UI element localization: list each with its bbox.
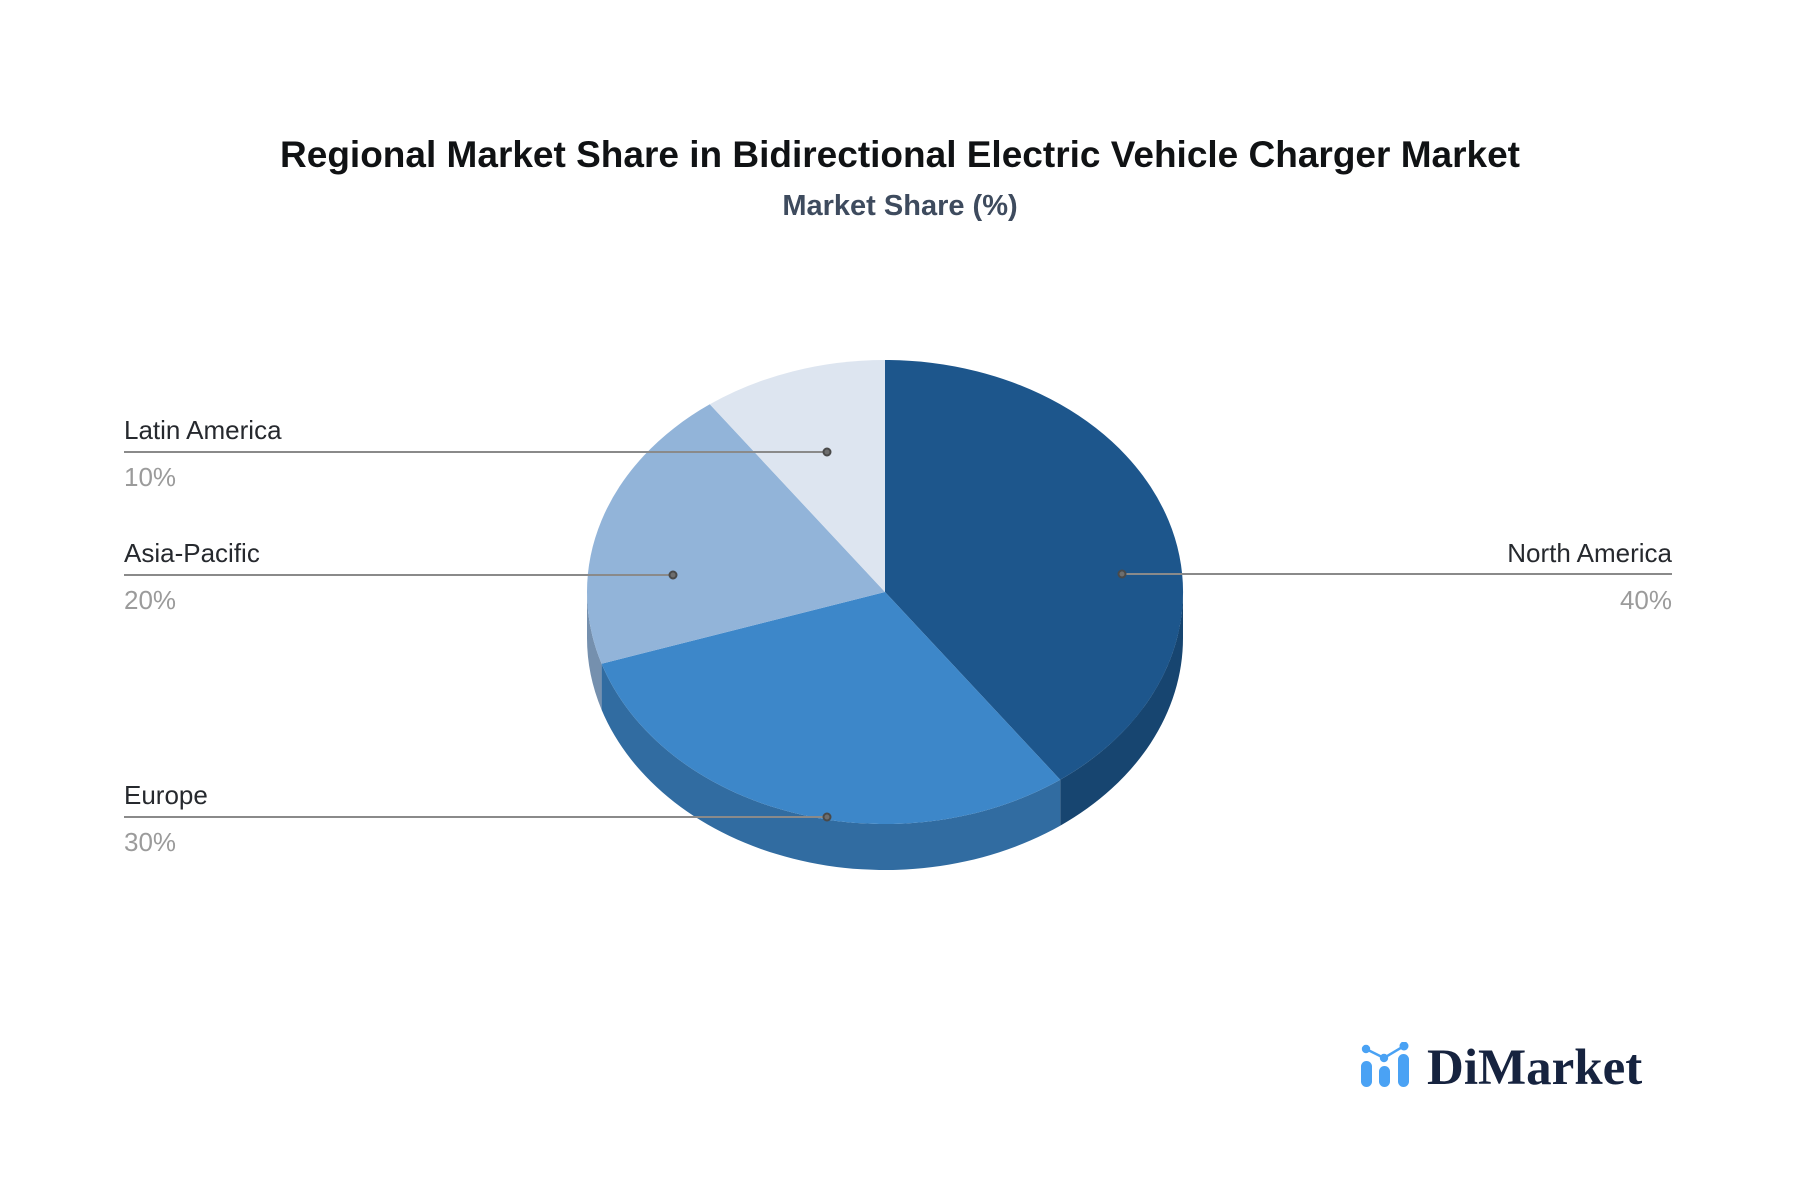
bar-line-chart-icon xyxy=(1361,1042,1409,1087)
pie-slice-side-north-america xyxy=(1060,592,1183,826)
pie-slice-north-america[interactable] xyxy=(885,360,1184,780)
pie-slice-asia-pacific[interactable] xyxy=(586,404,885,664)
callout-value: 10% xyxy=(124,462,177,492)
chart-title: Regional Market Share in Bidirectional E… xyxy=(280,134,1520,175)
callout-label: North America xyxy=(1507,538,1672,568)
brand-name: DiMarket xyxy=(1427,1040,1643,1096)
pie-slice-side-asia-pacific xyxy=(587,592,602,710)
leader-dot-latin-america xyxy=(822,447,832,457)
leader-dot-north-america xyxy=(1117,569,1127,579)
callout-latin-america: Latin America 10% xyxy=(124,415,827,492)
callout-value: 20% xyxy=(124,585,177,615)
callout-europe: Europe 30% xyxy=(124,780,827,857)
pie-slice-europe[interactable] xyxy=(601,592,1061,825)
callout-north-america: North America 40% xyxy=(1122,538,1672,615)
leader-dot-asia-pacific xyxy=(668,570,678,580)
dimarket-logo: DiMarket xyxy=(1360,1036,1642,1100)
leader-dot-europe xyxy=(822,812,832,822)
callout-label: Europe xyxy=(124,780,208,810)
pie-slice-side-europe xyxy=(601,663,1061,871)
callout-label: Asia-Pacific xyxy=(124,538,260,568)
callout-label: Latin America xyxy=(124,415,282,445)
pie-3d xyxy=(586,360,1184,871)
chart-subtitle: Market Share (%) xyxy=(782,190,1018,222)
callout-asia-pacific: Asia-Pacific 20% xyxy=(124,538,673,615)
callout-leader-lines xyxy=(124,447,1672,822)
pie-slice-latin-america[interactable] xyxy=(709,360,885,592)
callout-value: 40% xyxy=(1619,585,1672,615)
callout-value: 30% xyxy=(124,827,177,857)
